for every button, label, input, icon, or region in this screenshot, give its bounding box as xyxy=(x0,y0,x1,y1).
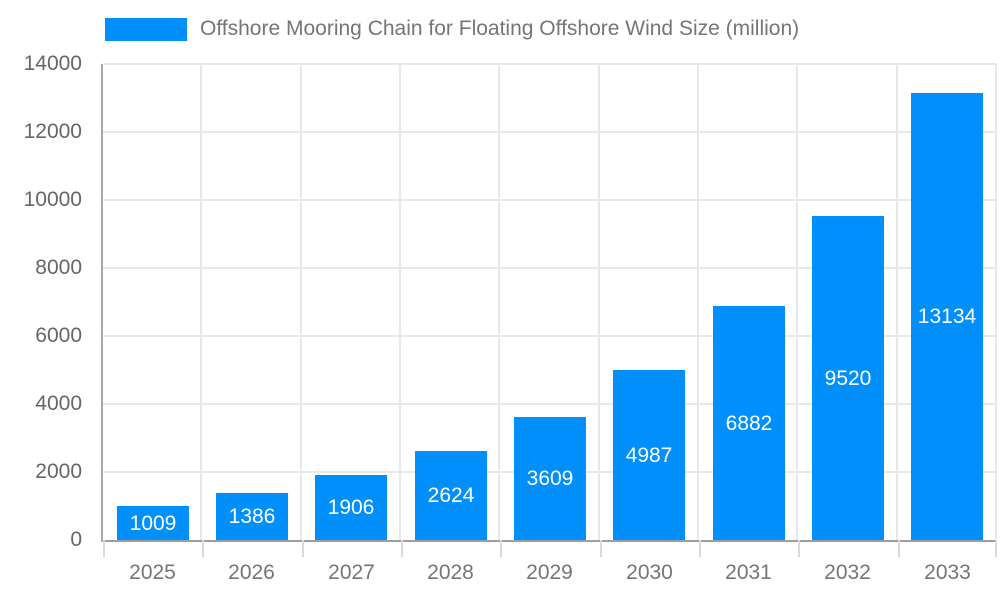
x-axis-tick xyxy=(898,540,900,557)
v-gridline xyxy=(498,64,500,540)
bar-2027[interactable]: 1906 xyxy=(315,475,387,540)
v-gridline xyxy=(796,64,798,540)
legend-item[interactable]: Offshore Mooring Chain for Floating Offs… xyxy=(105,17,799,41)
x-axis-label: 2031 xyxy=(725,561,772,584)
bar-2033[interactable]: 13134 xyxy=(911,93,983,540)
x-axis-tick xyxy=(202,540,204,557)
v-gridline xyxy=(200,64,202,540)
bar-value-label: 13134 xyxy=(917,305,977,328)
bar-2030[interactable]: 4987 xyxy=(613,370,685,540)
x-axis-label: 2025 xyxy=(129,561,176,584)
x-axis-tick xyxy=(995,540,997,557)
h-gridline xyxy=(103,131,997,133)
x-axis-tick xyxy=(500,540,502,557)
bar-value-label: 1386 xyxy=(228,505,276,528)
bar-value-label: 6882 xyxy=(725,411,773,435)
bar-value-label: 1009 xyxy=(129,511,177,535)
x-axis-label: 2033 xyxy=(924,561,971,584)
x-axis-tick xyxy=(699,540,701,557)
bar-value-label: 2624 xyxy=(427,484,475,507)
x-axis-tick xyxy=(302,540,304,557)
bar-value-label: 4987 xyxy=(625,443,673,467)
v-gridline xyxy=(399,64,401,540)
y-axis: 0 2000 4000 6000 8000 10000 12000 14000 xyxy=(0,52,90,551)
y-axis-label: 6000 xyxy=(35,324,82,347)
bar-2026[interactable]: 1386 xyxy=(216,493,288,540)
x-axis-tick xyxy=(103,540,105,557)
h-gridline xyxy=(103,403,997,405)
x-axis-label: 2030 xyxy=(626,561,673,584)
bar-2031[interactable]: 6882 xyxy=(713,306,785,540)
v-gridline xyxy=(697,64,699,540)
x-axis-tick xyxy=(600,540,602,557)
bar-value-label: 1906 xyxy=(327,496,375,519)
y-axis-label: 4000 xyxy=(35,392,82,415)
plot-area: 1009 2025 1386 2026 1906 2027 2624 2028 3609 2029… xyxy=(101,63,997,584)
v-gridline xyxy=(995,64,997,540)
legend-label: Offshore Mooring Chain for Floating Offs… xyxy=(200,17,800,40)
y-axis-label: 10000 xyxy=(23,188,82,211)
h-gridline xyxy=(103,335,997,337)
x-axis-label: 2029 xyxy=(526,561,573,584)
y-axis-label: 14000 xyxy=(23,52,82,75)
x-axis-tick xyxy=(401,540,403,557)
y-axis-label: 2000 xyxy=(35,460,82,483)
y-axis-label: 8000 xyxy=(35,256,82,279)
bar-2029[interactable]: 3609 xyxy=(514,417,586,540)
bar-value-label: 9520 xyxy=(824,366,872,390)
bar-2032[interactable]: 9520 xyxy=(812,216,884,540)
x-axis-label: 2032 xyxy=(824,561,871,584)
y-axis-label: 0 xyxy=(70,528,82,551)
bar-2028[interactable]: 2624 xyxy=(415,451,487,540)
v-gridline xyxy=(598,64,600,540)
x-axis-label: 2027 xyxy=(328,561,375,584)
v-gridline xyxy=(896,64,898,540)
y-axis-label: 12000 xyxy=(23,120,82,143)
legend-swatch-icon xyxy=(105,17,187,41)
bar-value-label: 3609 xyxy=(526,467,574,490)
v-gridline xyxy=(300,64,302,540)
h-gridline xyxy=(103,267,997,269)
h-gridline xyxy=(103,63,997,65)
x-axis-tick xyxy=(798,540,800,557)
bar-2025[interactable]: 1009 xyxy=(117,506,189,540)
h-gridline xyxy=(103,199,997,201)
x-axis-label: 2028 xyxy=(427,561,474,584)
x-axis-label: 2026 xyxy=(228,561,275,584)
